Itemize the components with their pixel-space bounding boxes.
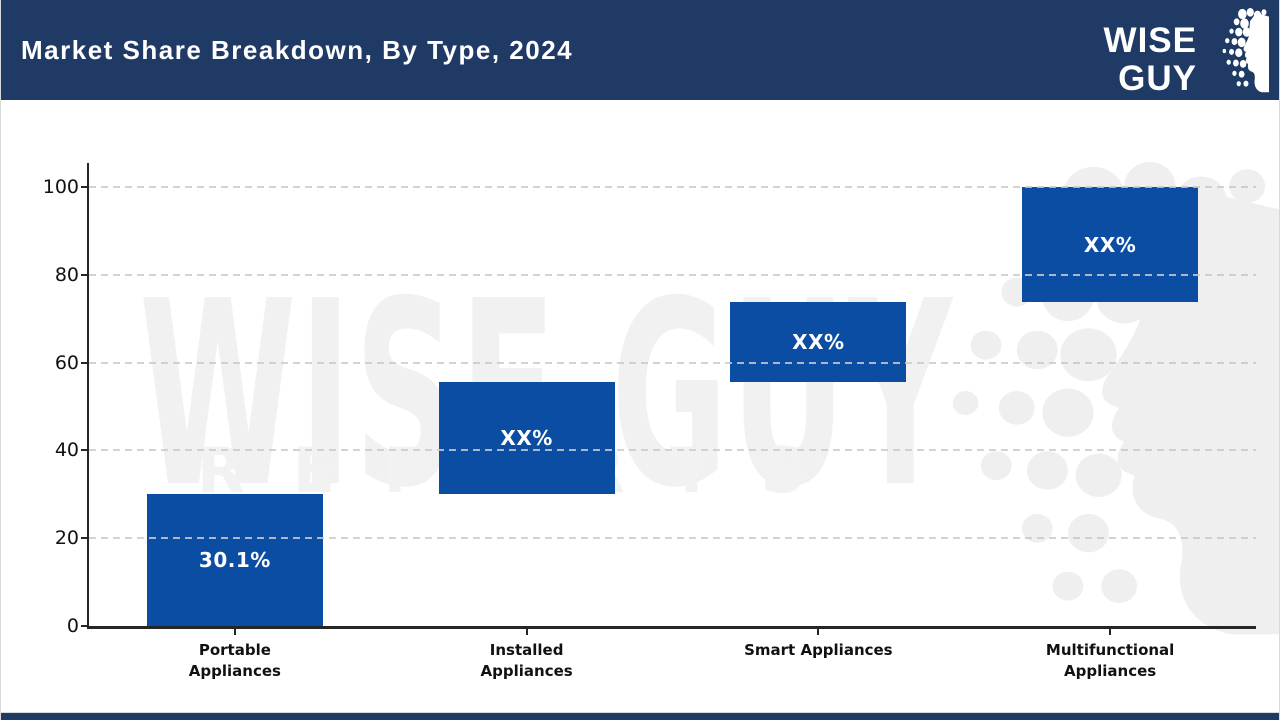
bar-portable-appliances: 30.1%	[146, 493, 323, 626]
logo-text: WISE GUY REPORTS	[1019, 22, 1197, 117]
y-axis-tick-label: 40	[54, 439, 79, 462]
bar-value-label: XX%	[1083, 232, 1137, 257]
logo-wise-guy-label: WISE GUY	[1103, 21, 1197, 98]
x-axis-category-label-line: Multifunctional	[1045, 641, 1175, 659]
footer-divider	[1, 712, 1279, 713]
x-axis-tick	[817, 628, 820, 635]
bar-value-label: XX%	[500, 425, 553, 450]
y-axis-tick	[81, 537, 89, 540]
y-axis-tick-label: 60	[54, 351, 79, 374]
header-band: Market Share Breakdown, By Type, 2024 WI…	[1, 0, 1279, 116]
y-axis-tick-label: 100	[42, 176, 79, 198]
logo-head-icon	[1222, 8, 1269, 93]
x-axis-category-label-line: Appliances	[1064, 662, 1157, 680]
footer-band	[1, 713, 1279, 720]
y-gridline	[89, 186, 1256, 188]
x-axis-tick	[1109, 628, 1112, 635]
x-axis-tick	[525, 628, 528, 635]
bar-smart-appliances: XX%	[730, 302, 907, 382]
y-gridline	[89, 537, 1256, 540]
x-axis-category-label-line: Portable	[198, 641, 271, 659]
logo-reports-label: REPORTS	[1080, 101, 1206, 116]
y-axis-tick	[81, 186, 89, 188]
x-axis-category-label-line: Smart Appliances	[744, 641, 893, 659]
y-gridline	[89, 361, 1256, 364]
y-axis-tick-label: 0	[66, 615, 79, 637]
x-axis-line	[87, 626, 1256, 629]
y-axis-tick	[81, 625, 89, 627]
x-axis-category-label-line: Installed	[489, 641, 564, 659]
bar-value-label: 30.1%	[198, 547, 271, 572]
x-axis-category-label-line: Appliances	[188, 662, 281, 680]
x-axis-category-label: Multifunctional Appliances	[965, 640, 1255, 682]
y-axis-tick-label: 20	[54, 527, 79, 550]
x-axis-category-label: Portable Appliances	[90, 640, 380, 682]
page-title: Market Share Breakdown, By Type, 2024	[21, 34, 574, 65]
y-axis-tick	[81, 361, 89, 364]
x-axis-tick	[233, 628, 236, 635]
y-gridline	[89, 273, 1256, 276]
x-axis-category-label: Installed Appliances	[382, 640, 672, 682]
bar-multifunctional-appliances: XX%	[1022, 187, 1199, 303]
y-axis-tick-label: 80	[54, 263, 79, 286]
wise-guy-reports-logo: WISE GUY REPORTS	[1019, 6, 1269, 116]
bar-installed-appliances: XX%	[438, 381, 615, 494]
bar-value-label: XX%	[792, 330, 845, 355]
x-axis-category-label-line: Appliances	[480, 662, 573, 680]
x-axis-category-label: Smart Appliances	[673, 640, 963, 661]
y-gridline	[89, 449, 1256, 452]
y-axis-tick	[81, 449, 89, 452]
y-axis-tick	[81, 273, 89, 276]
y-axis-line	[87, 163, 89, 628]
